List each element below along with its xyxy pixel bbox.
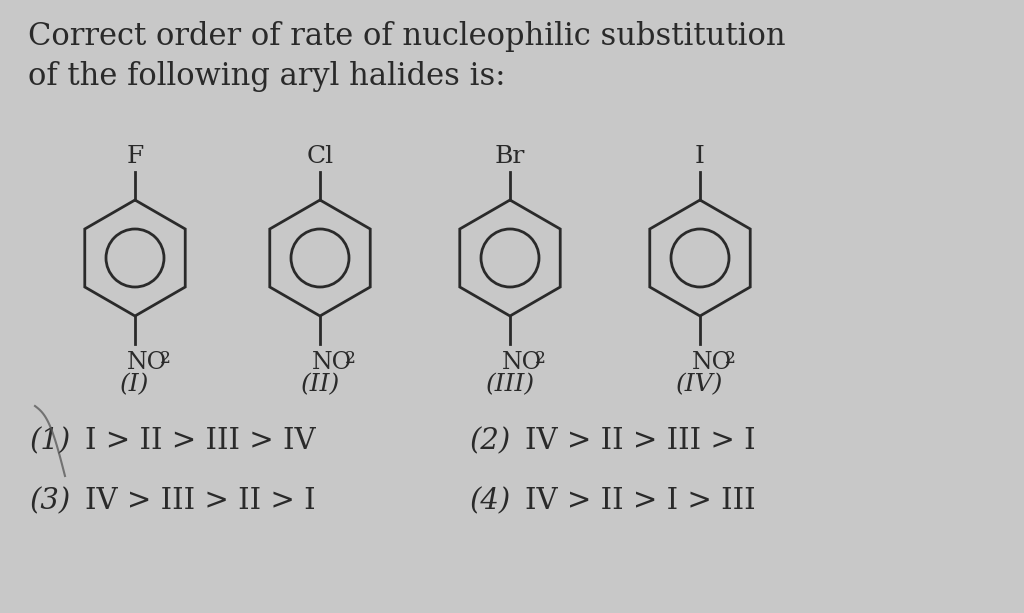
Text: I: I: [695, 145, 705, 168]
Text: 2: 2: [535, 350, 546, 367]
Text: (3): (3): [30, 487, 72, 515]
Text: IV > II > I > III: IV > II > I > III: [525, 487, 756, 515]
Text: of the following aryl halides is:: of the following aryl halides is:: [28, 61, 506, 92]
Text: 2: 2: [725, 350, 736, 367]
Text: (I): (I): [120, 373, 150, 397]
Text: NO: NO: [502, 351, 542, 374]
Text: 2: 2: [345, 350, 356, 367]
Text: IV > III > II > I: IV > III > II > I: [85, 487, 315, 515]
Text: (4): (4): [470, 487, 511, 515]
Text: Correct order of rate of nucleophilic substitution: Correct order of rate of nucleophilic su…: [28, 21, 785, 52]
Text: (III): (III): [485, 373, 535, 397]
Text: (2): (2): [470, 427, 511, 455]
Text: IV > II > III > I: IV > II > III > I: [525, 427, 756, 455]
Text: F: F: [126, 145, 143, 168]
Text: NO: NO: [312, 351, 352, 374]
Text: I > II > III > IV: I > II > III > IV: [85, 427, 315, 455]
Text: NO: NO: [692, 351, 732, 374]
Text: (IV): (IV): [676, 373, 724, 397]
Text: Br: Br: [495, 145, 525, 168]
Text: (II): (II): [300, 373, 340, 397]
Text: (1): (1): [30, 427, 72, 455]
Text: NO: NO: [127, 351, 167, 374]
Text: 2: 2: [160, 350, 171, 367]
Text: Cl: Cl: [306, 145, 334, 168]
